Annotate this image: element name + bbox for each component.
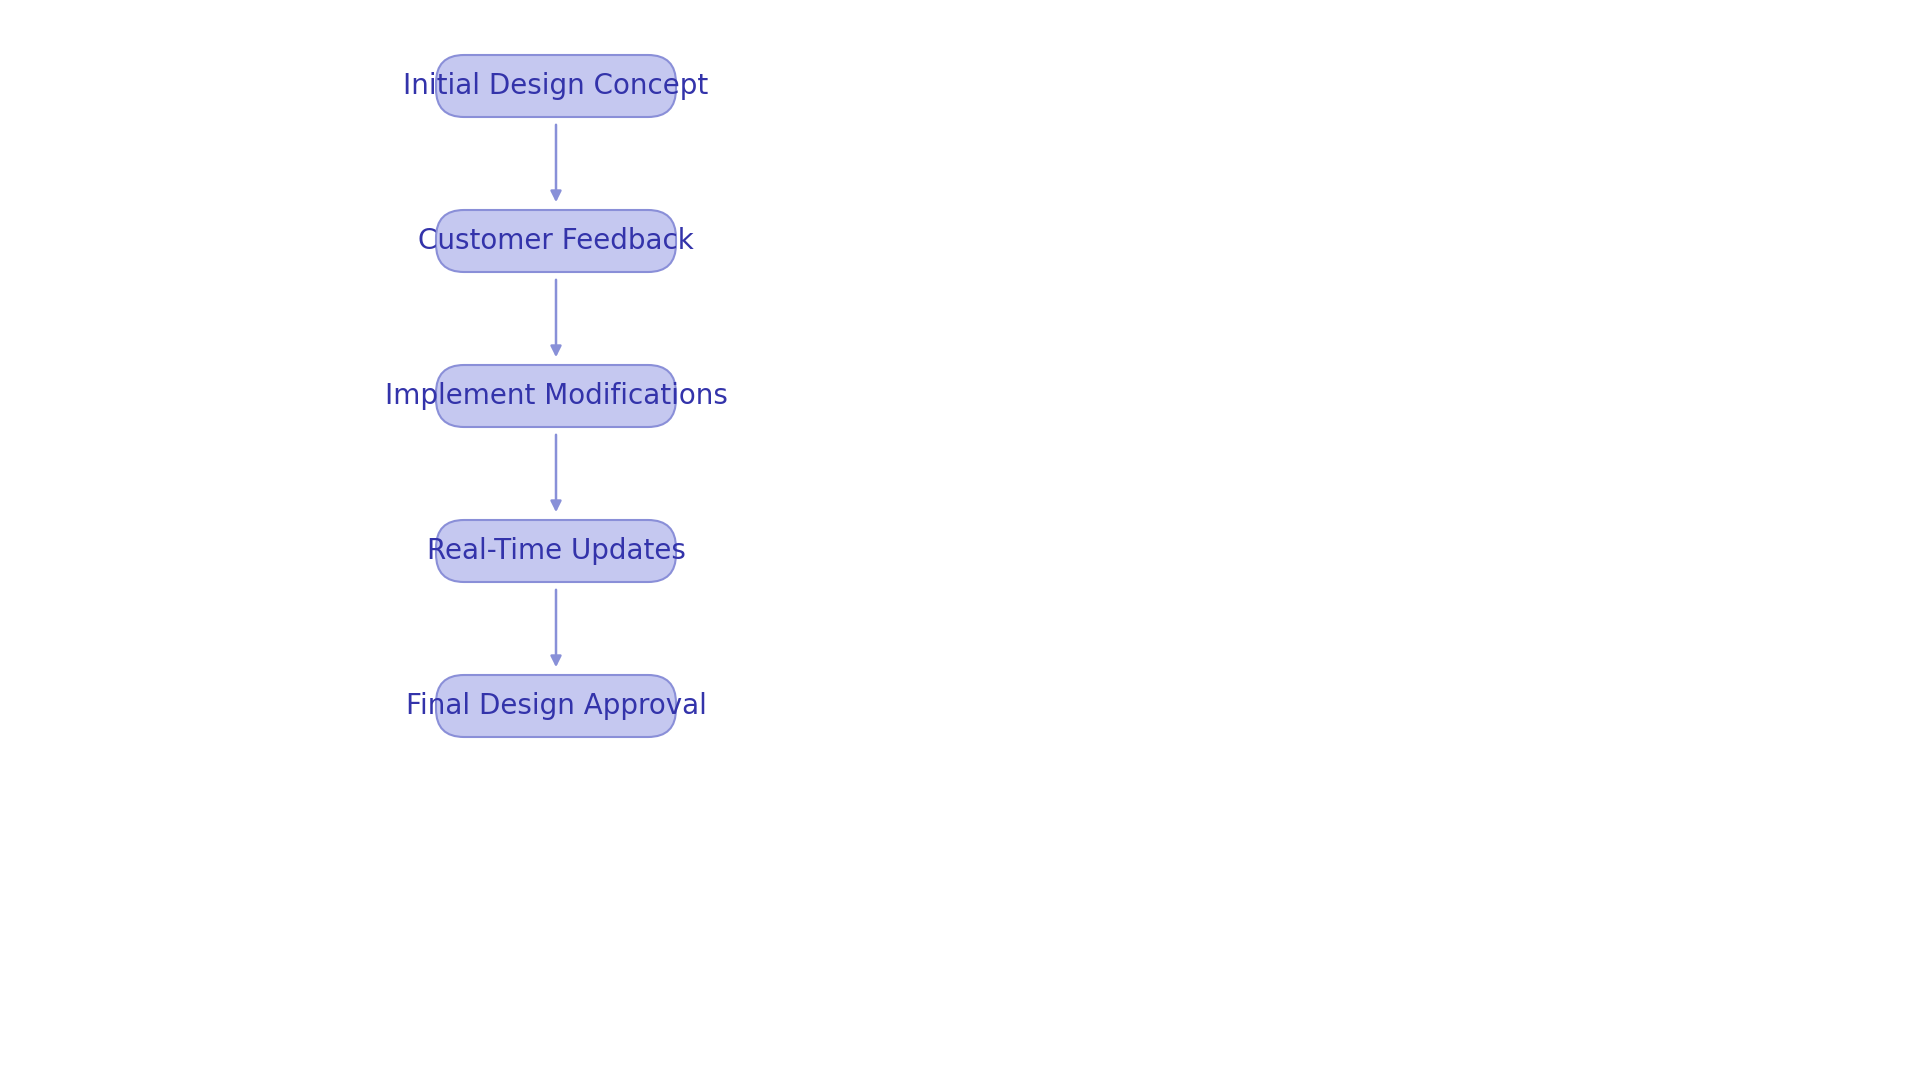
FancyBboxPatch shape: [436, 365, 676, 427]
FancyBboxPatch shape: [436, 520, 676, 582]
Text: Implement Modifications: Implement Modifications: [384, 382, 728, 410]
FancyBboxPatch shape: [436, 210, 676, 272]
Text: Initial Design Concept: Initial Design Concept: [403, 71, 708, 100]
Text: Customer Feedback: Customer Feedback: [419, 227, 693, 255]
FancyBboxPatch shape: [436, 675, 676, 738]
FancyBboxPatch shape: [436, 55, 676, 117]
Text: Real-Time Updates: Real-Time Updates: [426, 537, 685, 565]
Text: Final Design Approval: Final Design Approval: [405, 692, 707, 720]
